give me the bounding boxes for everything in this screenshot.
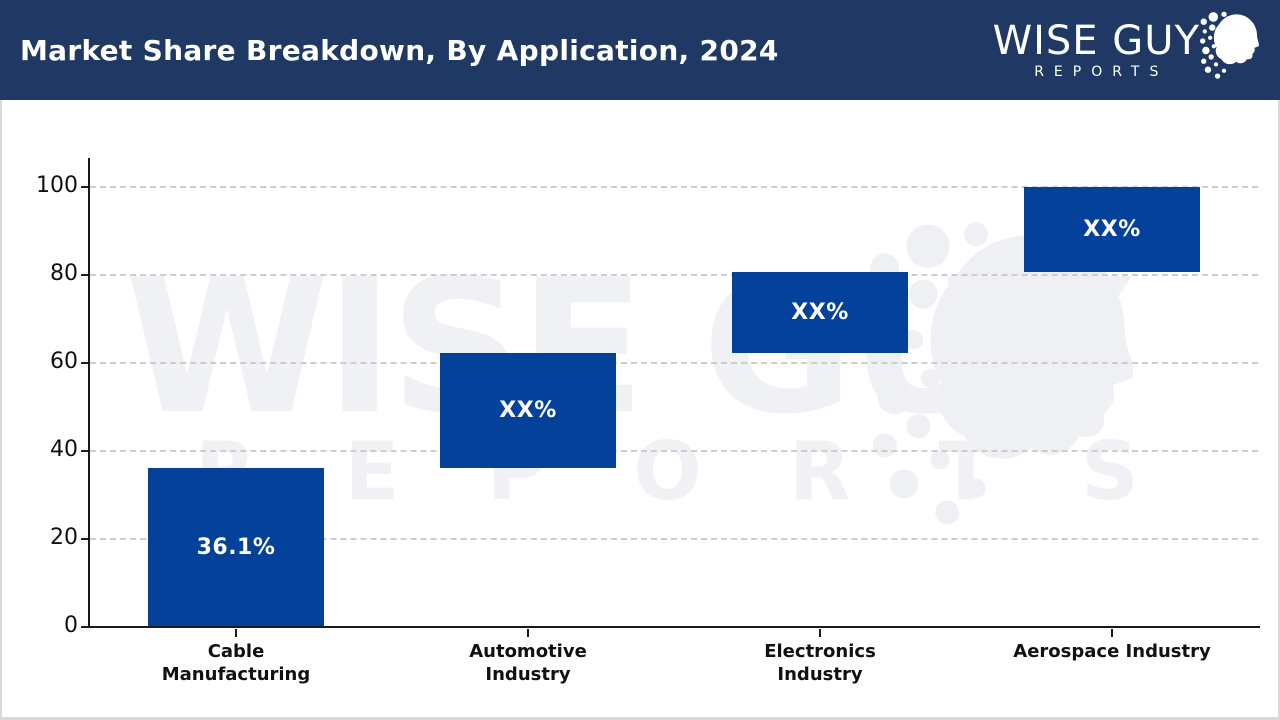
page-title: Market Share Breakdown, By Application, … <box>20 33 779 67</box>
y-tick-label: 100 <box>36 172 78 198</box>
bar-value-label: XX% <box>1083 216 1141 242</box>
brand-subtitle: REPORTS <box>1034 64 1169 80</box>
x-axis-spine <box>88 626 1260 628</box>
watermark-head-icon <box>868 222 1134 525</box>
y-tick <box>81 537 90 540</box>
chart-canvas: WISE GUY R E P O R T S 0 20 40 60 80 100 36.1%… <box>0 100 1280 720</box>
x-axis-label: Electronics Industry <box>764 641 876 685</box>
bar: XX% <box>732 271 908 353</box>
y-axis-spine <box>88 158 90 628</box>
gridline <box>90 273 1258 276</box>
gridline <box>90 361 1258 364</box>
bar: 36.1% <box>148 467 324 627</box>
bar-value-label: 36.1% <box>196 534 276 560</box>
bar: XX% <box>1024 186 1200 272</box>
y-tick <box>81 361 90 364</box>
brand-wordmark: WISE GUY REPORTS <box>993 20 1200 80</box>
bar: XX% <box>440 352 616 468</box>
x-tick <box>819 629 821 637</box>
x-tick <box>235 629 237 637</box>
brand-logo: WISE GUY REPORTS <box>993 8 1268 92</box>
wiseguy-head-icon <box>1200 11 1259 79</box>
header-bar: Market Share Breakdown, By Application, … <box>0 0 1280 100</box>
y-tick <box>81 185 90 188</box>
bar-value-label: XX% <box>499 397 557 423</box>
gridline <box>90 537 1258 540</box>
y-tick <box>81 449 90 452</box>
y-tick-label: 80 <box>50 260 78 286</box>
gridline <box>90 449 1258 452</box>
y-tick-label: 60 <box>50 348 78 374</box>
y-tick <box>81 626 90 628</box>
x-axis-label: Aerospace Industry <box>1013 641 1211 662</box>
x-tick <box>527 629 529 637</box>
y-tick-label: 40 <box>50 436 78 462</box>
y-tick <box>81 273 90 276</box>
y-tick-label: 20 <box>50 524 78 550</box>
x-tick <box>1111 629 1113 637</box>
y-tick-label: 0 <box>64 613 78 638</box>
brand-name: WISE GUY <box>992 18 1200 64</box>
x-axis-label: Cable Manufacturing <box>161 641 311 685</box>
gridline <box>90 185 1258 188</box>
x-axis-label: Automotive Industry <box>469 641 587 685</box>
bar-value-label: XX% <box>791 299 849 325</box>
